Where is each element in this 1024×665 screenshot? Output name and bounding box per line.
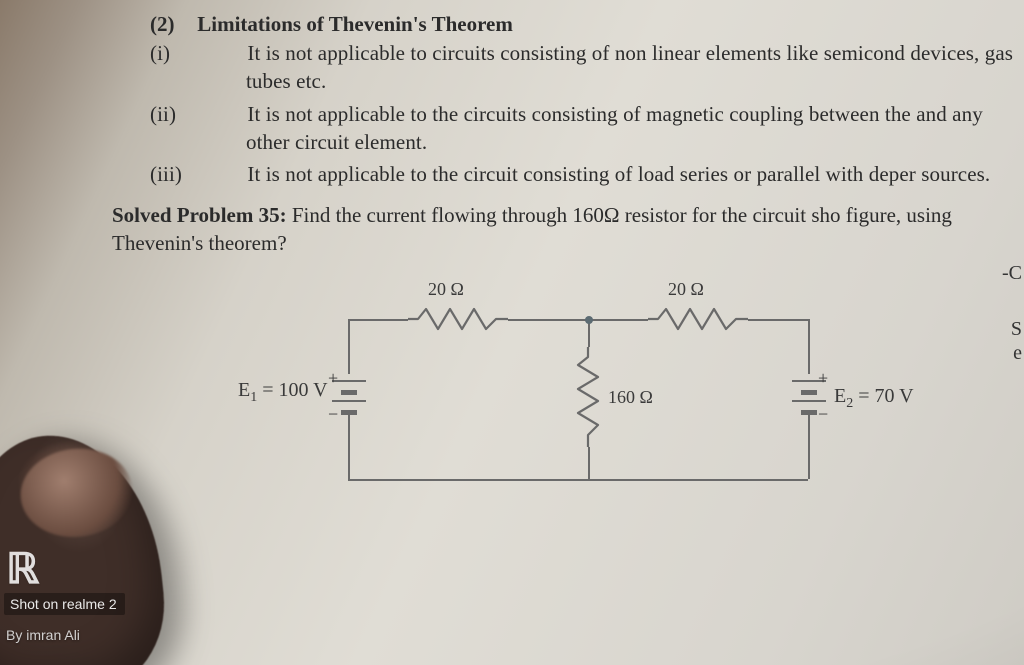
roman-numeral: (i) [198,39,242,67]
item-text: It is not applicable to the circuit cons… [247,162,990,186]
edge-letter: S [1011,318,1022,341]
circuit-diagram: 20 Ω 20 Ω + − E1 = 100 V [308,279,868,509]
battery-e1: + − [348,374,350,414]
resistor-r1 [408,307,508,331]
edge-letter: ‐C [1002,262,1022,285]
limitation-item-3: (iii) It is not applicable to the circui… [198,160,1014,188]
roman-numeral: (ii) [198,100,242,128]
solved-problem: Solved Problem 35: Find the current flow… [112,201,1014,258]
resistor-r2 [648,307,748,331]
resistor-load [576,347,600,447]
limitation-item-2: (ii) It is not applicable to the circuit… [198,100,1014,157]
wire [348,479,808,481]
wire [588,447,590,479]
wire [348,414,350,479]
minus-sign: − [818,404,828,425]
realme-logo-icon: ℝ [6,544,39,593]
edge-letter: e [1013,342,1022,365]
e2-label: E2 = 70 V [834,385,914,412]
r2-label: 20 Ω [668,279,704,300]
wire [348,319,350,374]
photo-credit: By imran Ali [6,627,80,643]
section-number: (2) [150,12,192,37]
watermark-text: Shot on realme 2 [4,593,125,615]
e1-label: E1 = 100 V [238,379,328,406]
rload-label: 160 Ω [608,387,653,408]
wire [808,414,810,479]
minus-sign: − [328,404,338,425]
section-heading: (2) Limitations of Thevenin's Theorem [150,12,1014,37]
item-text: It is not applicable to circuits consist… [246,41,1013,93]
plus-sign: + [818,368,828,389]
wire [748,319,808,321]
battery-e2: + − [808,374,810,414]
wire [348,319,408,321]
problem-lead: Solved Problem 35: [112,203,287,227]
section-title: Limitations of Thevenin's Theorem [197,12,513,36]
node-top [585,316,593,324]
limitation-item-1: (i) It is not applicable to circuits con… [198,39,1014,96]
wire [508,319,588,321]
r1-label: 20 Ω [428,279,464,300]
wire [808,319,810,374]
plus-sign: + [328,368,338,389]
item-text: It is not applicable to the circuits con… [246,102,983,154]
wire [588,319,648,321]
roman-numeral: (iii) [198,160,242,188]
